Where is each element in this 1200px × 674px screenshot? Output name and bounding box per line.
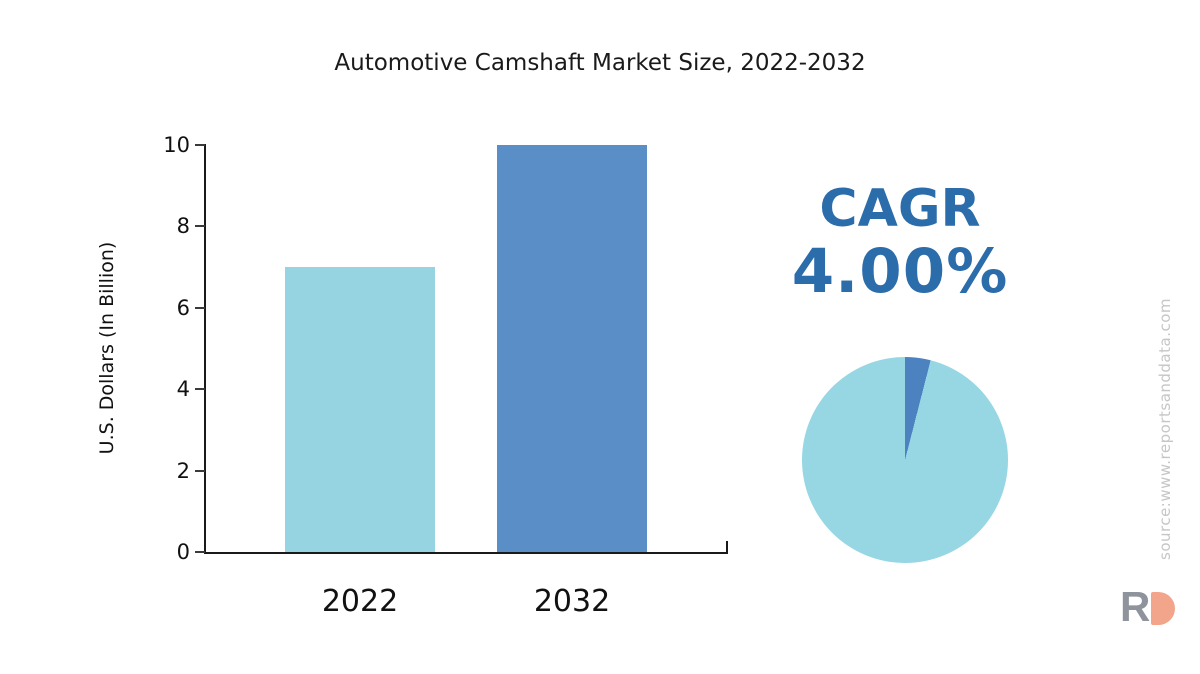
y-tick-mark: [195, 551, 205, 553]
logo-letter-r: R: [1120, 583, 1151, 630]
source-watermark: source:www.reportsanddata.com: [1156, 298, 1174, 560]
cagr-pie-chart: [802, 357, 1008, 563]
brand-logo: R: [1120, 583, 1176, 630]
x-axis-endcap: [726, 541, 728, 553]
x-tick-label-2032: 2032: [533, 584, 611, 619]
y-tick-label: 0: [176, 540, 190, 564]
cagr-label: CAGR: [819, 179, 981, 239]
bar-2032: [497, 145, 647, 552]
y-tick-label: 8: [176, 214, 190, 239]
chart-title: Automotive Camshaft Market Size, 2022-20…: [334, 50, 866, 76]
y-tick-mark: [195, 306, 205, 309]
y-tick-label: 2: [176, 458, 190, 483]
logo-d-shape-icon: [1151, 591, 1176, 625]
cagr-value: 4.00%: [791, 236, 1009, 308]
y-tick-label: 10: [163, 133, 190, 157]
y-axis-title: U.S. Dollars (In Billion): [96, 241, 118, 455]
cagr-block: CAGR 4.00%: [765, 180, 1035, 307]
y-tick-mark: [195, 388, 205, 391]
bar-2022: [285, 267, 435, 552]
y-tick-label: 4: [176, 377, 190, 402]
y-tick-mark: [195, 225, 205, 228]
y-tick-label: 6: [176, 295, 190, 320]
y-tick-mark: [195, 469, 205, 472]
x-axis-line: [204, 552, 728, 554]
x-tick-label-2022: 2022: [321, 584, 399, 619]
y-axis-line: [204, 144, 206, 554]
y-tick-mark: [195, 144, 205, 146]
